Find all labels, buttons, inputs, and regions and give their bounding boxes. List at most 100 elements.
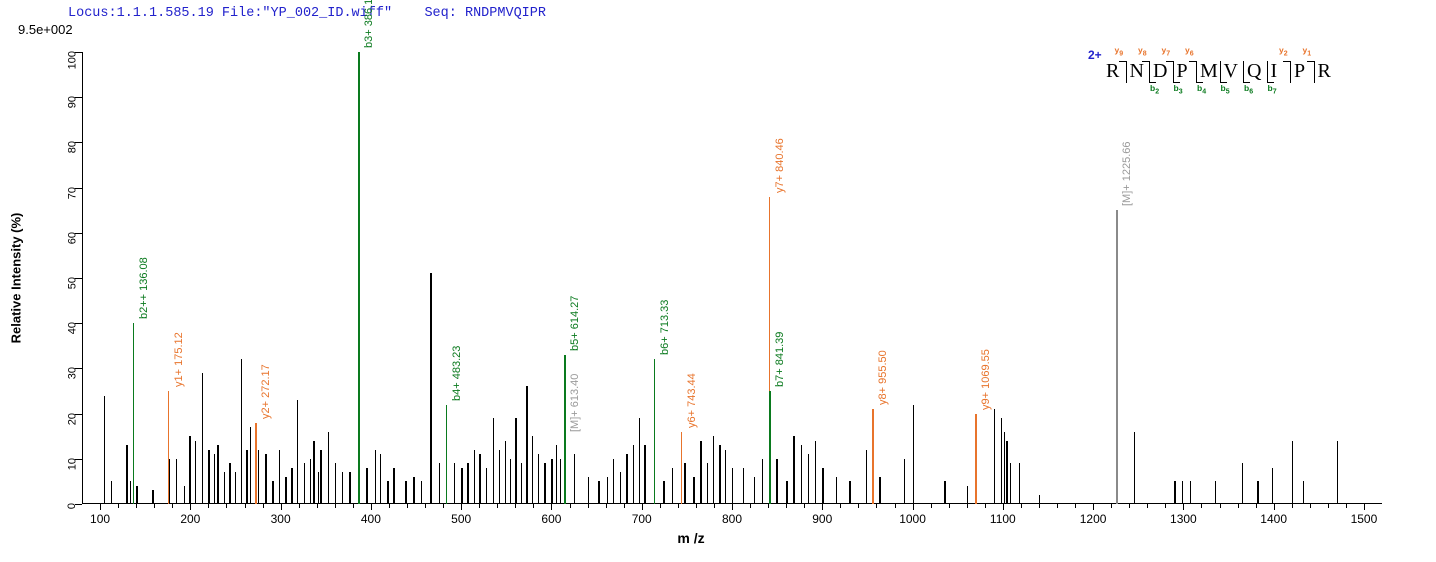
spectrum-peak <box>671 467 673 504</box>
y-axis-tick <box>75 458 82 460</box>
peak-label: b5+ 614.27 <box>569 295 582 351</box>
x-axis-tick-major <box>1273 504 1275 510</box>
spectrum-peak <box>776 458 778 504</box>
sequence-ion-label: y2 <box>1279 45 1288 58</box>
spectrum-peak <box>479 454 481 504</box>
spectrum-peak <box>1302 481 1304 504</box>
spectrum-peak <box>184 485 186 504</box>
spectrum-peak <box>103 395 106 504</box>
sequence-cleavage-tick <box>1243 82 1250 84</box>
x-axis-tick-label: 1300 <box>1170 512 1197 526</box>
spectrum-peak <box>903 458 905 504</box>
spectrum-peak <box>700 440 702 504</box>
spectrum-peak <box>620 472 622 504</box>
y-axis-tick <box>75 142 82 144</box>
peak-label: b2++ 136.08 <box>137 257 150 320</box>
spectrum-peak <box>126 445 128 504</box>
x-axis-tick-minor <box>352 504 354 508</box>
spectrum-peak <box>265 454 267 504</box>
spectrum-peak <box>587 476 589 504</box>
sequence-ion-label: b6 <box>1244 83 1254 96</box>
spectrum-peak-annotated <box>975 413 977 504</box>
sequence-cleavage-tick <box>1165 61 1173 63</box>
x-axis-tick-major <box>280 504 282 510</box>
spectrum-peak <box>815 440 817 504</box>
y-axis-tick-label: 30 <box>66 367 78 380</box>
spectrum-peak <box>334 463 337 504</box>
intensity-scale-label: 9.5e+002 <box>18 22 73 37</box>
spectrum-peak <box>249 427 252 504</box>
sequence-ion-label: y7 <box>1161 45 1171 58</box>
spectrum-peak <box>598 481 600 504</box>
x-axis-tick-minor <box>1237 504 1239 508</box>
x-axis-tick-minor <box>786 504 788 508</box>
x-axis-tick-minor <box>316 504 318 508</box>
spectrum-peak <box>320 449 322 504</box>
x-axis-tick-minor <box>443 504 445 508</box>
x-axis-tick-minor <box>695 504 697 508</box>
spectrum-peak <box>793 436 795 504</box>
sequence-residue: V <box>1223 60 1238 82</box>
sequence-cleavage-bar <box>1172 61 1174 83</box>
spectrum-peak <box>612 458 615 504</box>
spectrum-peak-annotated <box>768 196 770 504</box>
x-axis-tick-label: 1400 <box>1260 512 1288 526</box>
x-axis-tick-label: 900 <box>812 512 833 526</box>
x-axis-tick-minor <box>136 504 138 508</box>
sequence-ion-label: b7 <box>1267 83 1277 96</box>
spectrum-peak <box>559 458 561 504</box>
y-axis-tick <box>75 232 82 234</box>
spectrum-peak <box>531 436 533 504</box>
spectrum-peak <box>761 458 764 504</box>
spectrum-peak <box>1336 440 1339 504</box>
spectrum-peak <box>492 418 495 504</box>
spectrum-peak-annotated <box>680 431 683 504</box>
spectrum-peak <box>1242 463 1244 504</box>
spectrum-peak <box>520 463 523 504</box>
sequence-cleavage-bar <box>1290 61 1292 83</box>
x-axis-tick-label: 200 <box>180 512 201 526</box>
spectrum-peak <box>1003 431 1006 504</box>
sequence-ion-label: b3 <box>1173 83 1183 96</box>
spectrum-peak <box>272 481 274 504</box>
x-axis-tick-label: 100 <box>90 512 111 526</box>
y-axis-tick-label: 40 <box>66 322 78 335</box>
sequence-ion-label: y1 <box>1302 45 1312 58</box>
peak-label: b7+ 841.39 <box>774 331 787 387</box>
peak-label: [M]+ 1225.66 <box>1121 141 1134 207</box>
spectrum-peak <box>202 372 204 504</box>
spectrum-peak <box>555 445 558 504</box>
sequence-cleavage-bar <box>1149 61 1151 83</box>
sequence-cleavage-tick <box>1283 61 1290 63</box>
x-axis-tick-minor <box>948 504 950 508</box>
peak-label: [M]+ 613.40 <box>568 373 581 433</box>
x-axis-tick-minor <box>840 504 842 508</box>
spectrum-peak <box>387 481 389 504</box>
spectrum-peak <box>706 463 709 504</box>
sequence-residue: M <box>1200 60 1218 82</box>
x-axis-tick-label: 1200 <box>1079 512 1107 526</box>
spectrum-peak <box>110 481 113 504</box>
spectrum-peak <box>504 440 506 504</box>
spectrum-peak <box>663 481 665 504</box>
sequence-cleavage-tick <box>1142 61 1149 63</box>
x-axis-tick-minor <box>407 504 408 508</box>
spectrum-peak <box>234 472 236 504</box>
y-axis-tick-label: 0 <box>66 503 78 510</box>
x-axis-tick-label: 1100 <box>989 512 1016 526</box>
peak-label: y7+ 840.46 <box>773 137 786 193</box>
spectrum-peak <box>379 454 382 504</box>
sequence-ion-label: b5 <box>1220 83 1230 96</box>
spectrum-peak <box>742 467 745 504</box>
x-axis-tick-minor <box>208 504 210 508</box>
x-axis-tick-minor <box>515 504 517 508</box>
spectrum-peak <box>800 445 802 504</box>
spectrum-peak <box>296 400 299 504</box>
spectrum-peak <box>453 463 456 504</box>
sequence-residue: Q <box>1247 60 1262 82</box>
y-axis-tick <box>75 413 82 415</box>
x-axis-tick-major <box>100 504 102 510</box>
x-axis-tick-minor <box>1327 504 1329 508</box>
x-axis-tick-minor <box>1219 504 1221 508</box>
sequence-residue: R <box>1106 60 1120 82</box>
